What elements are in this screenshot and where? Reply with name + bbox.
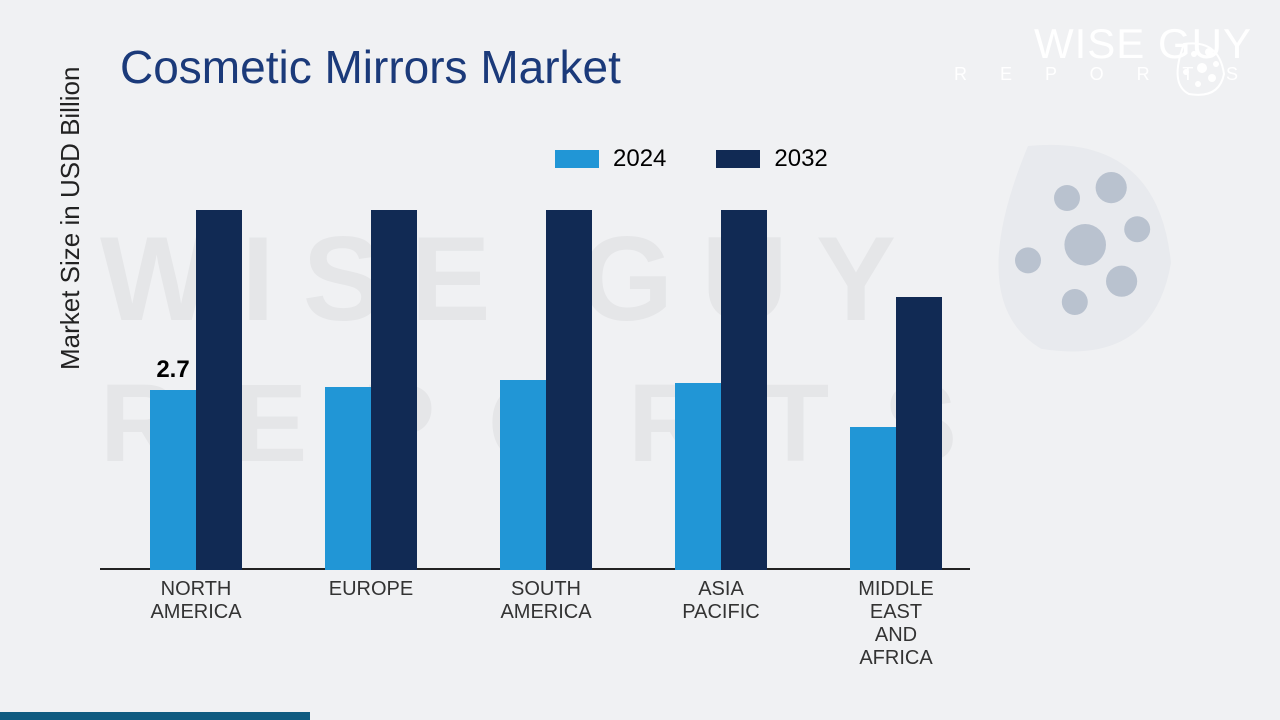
bubble-head-icon <box>950 120 1210 380</box>
bar-2024 <box>325 387 371 570</box>
brand-head-icon <box>1164 34 1234 104</box>
bar-2032 <box>721 210 767 570</box>
legend-item-2032: 2032 <box>716 145 827 173</box>
legend-label-2024: 2024 <box>613 145 666 173</box>
x-tick-label: MIDDLEEASTANDAFRICA <box>820 578 972 670</box>
bar-2032 <box>546 210 592 570</box>
chart-plot-area: NORTHAMERICAEUROPESOUTHAMERICAASIAPACIFI… <box>100 170 970 570</box>
legend: 2024 2032 <box>555 145 828 173</box>
bar-2024 <box>675 383 721 570</box>
bar-value-label: 2.7 <box>156 356 189 384</box>
bar-2024 <box>500 380 546 570</box>
bottom-stripe <box>0 712 310 720</box>
legend-item-2024: 2024 <box>555 145 666 173</box>
x-tick-label: EUROPE <box>295 578 447 601</box>
x-tick-area: NORTHAMERICA EUROPE SOUTHAMERICA ASIAPACIFI… <box>100 570 970 710</box>
legend-label-2032: 2032 <box>774 145 827 173</box>
x-tick-label: ASIAPACIFIC <box>645 578 797 624</box>
bar-2032 <box>896 297 942 570</box>
bar-2024 <box>150 390 196 570</box>
brand-logo: WISE GUY R E P O R T S <box>954 20 1252 85</box>
y-axis-label: Market Size in USD Billion <box>55 67 86 370</box>
x-tick-label: NORTHAMERICA <box>120 578 272 624</box>
legend-swatch-2024 <box>555 150 599 168</box>
bar-2032 <box>371 210 417 570</box>
bar-2032 <box>196 210 242 570</box>
chart-title: Cosmetic Mirrors Market <box>120 40 621 94</box>
bar-2024 <box>850 427 896 570</box>
x-tick-label: SOUTHAMERICA <box>470 578 622 624</box>
legend-swatch-2032 <box>716 150 760 168</box>
